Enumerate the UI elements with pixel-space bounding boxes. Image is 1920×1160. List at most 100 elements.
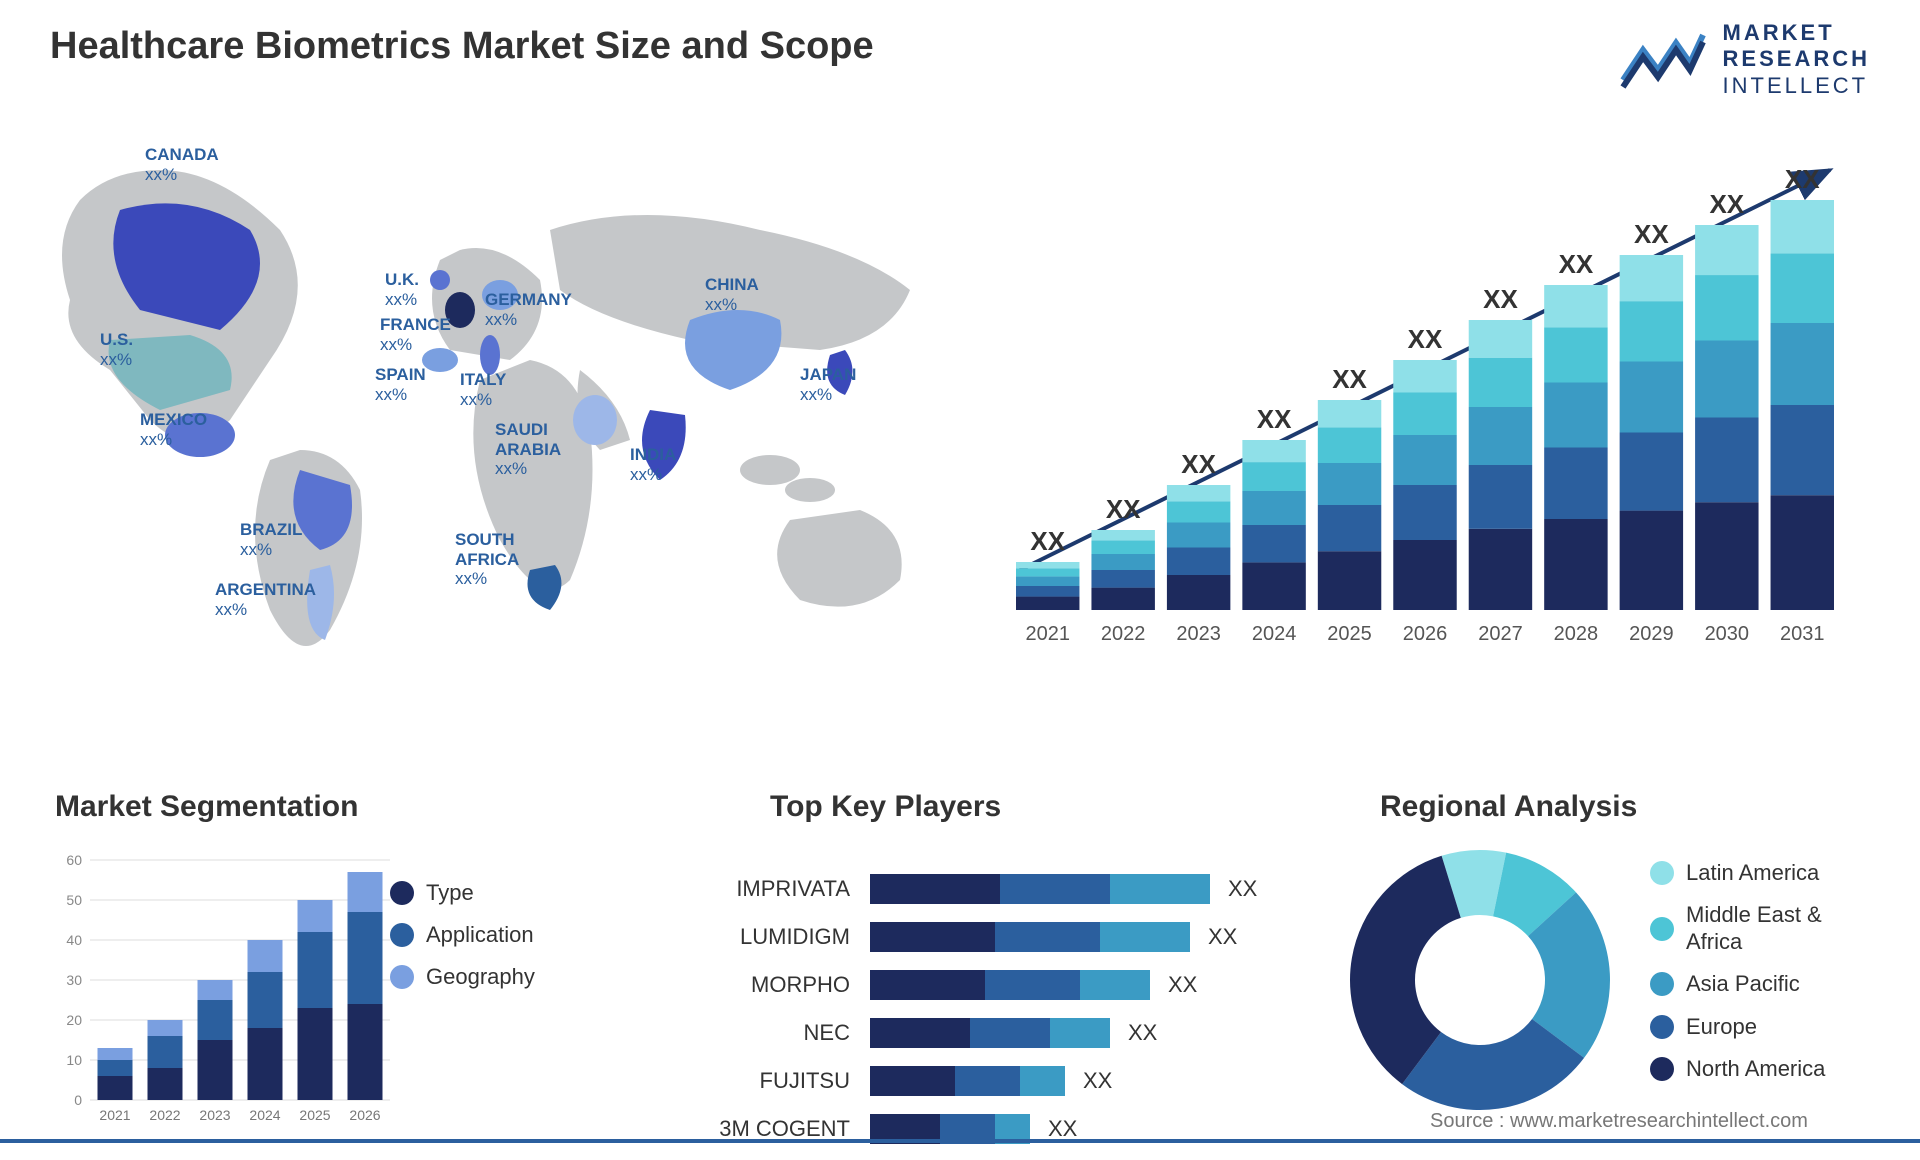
legend-swatch — [390, 923, 414, 947]
legend-label: Asia Pacific — [1686, 971, 1800, 997]
regional-donut — [1330, 840, 1630, 1140]
main-bar-seg — [1016, 597, 1079, 610]
regional-legend-item: Latin America — [1650, 860, 1825, 886]
main-bar-seg — [1016, 576, 1079, 586]
main-bar-category: 2028 — [1554, 623, 1599, 645]
seg-legend-item: Geography — [390, 964, 535, 990]
seg-legend-item: Application — [390, 922, 535, 948]
main-bar-seg — [1167, 548, 1230, 576]
player-label: FUJITSU — [760, 1068, 850, 1093]
player-bar-seg — [1100, 922, 1190, 952]
legend-label: North America — [1686, 1056, 1825, 1082]
legend-label: Geography — [426, 964, 535, 990]
legend-swatch — [390, 965, 414, 989]
main-bar-seg — [1620, 362, 1683, 433]
main-bar-value: XX — [1559, 249, 1594, 279]
segmentation-svg: 0102030405060202120222023202420252026 — [55, 850, 395, 1130]
player-bar-seg — [995, 922, 1100, 952]
seg-category: 2021 — [99, 1107, 130, 1123]
map-label-south-africa: SOUTHAFRICAxx% — [455, 530, 519, 589]
logo-line3: INTELLECT — [1723, 73, 1870, 99]
players-chart: IMPRIVATAXXLUMIDIGMXXMORPHOXXNECXXFUJITS… — [640, 855, 1300, 1155]
legend-swatch — [390, 881, 414, 905]
regional-legend-item: Europe — [1650, 1014, 1825, 1040]
player-label: NEC — [804, 1020, 851, 1045]
world-map: CANADAxx%U.S.xx%MEXICOxx%BRAZILxx%ARGENT… — [40, 140, 970, 670]
main-bar-category: 2026 — [1403, 623, 1448, 645]
main-bar-seg — [1318, 400, 1381, 427]
main-bar-category: 2029 — [1629, 623, 1674, 645]
seg-ytick: 50 — [66, 892, 82, 908]
main-bar-value: XX — [1181, 449, 1216, 479]
main-bar-category: 2031 — [1780, 623, 1825, 645]
map-label-u-s-: U.S.xx% — [100, 330, 133, 369]
seg-bar-seg — [98, 1060, 133, 1076]
main-bar-seg — [1393, 435, 1456, 485]
seg-bar-seg — [198, 980, 233, 1000]
main-bar-seg — [1242, 525, 1305, 562]
map-label-japan: JAPANxx% — [800, 365, 856, 404]
main-bar-seg — [1242, 462, 1305, 491]
players-title: Top Key Players — [770, 790, 1001, 824]
source-text: Source : www.marketresearchintellect.com — [1430, 1110, 1808, 1133]
map-label-germany: GERMANYxx% — [485, 290, 572, 329]
main-bar-value: XX — [1483, 284, 1518, 314]
regional-legend-item: Middle East &Africa — [1650, 902, 1825, 955]
legend-swatch — [1650, 917, 1674, 941]
seg-bar-seg — [298, 1008, 333, 1100]
main-bar-seg — [1016, 568, 1079, 576]
seg-ytick: 30 — [66, 972, 82, 988]
seg-bar-seg — [98, 1076, 133, 1100]
player-value: XX — [1208, 924, 1238, 949]
main-bar-seg — [1393, 360, 1456, 393]
main-bar-value: XX — [1030, 526, 1065, 556]
player-label: 3M COGENT — [719, 1116, 850, 1141]
map-label-france: FRANCExx% — [380, 315, 451, 354]
seg-bar-seg — [148, 1020, 183, 1036]
legend-swatch — [1650, 972, 1674, 996]
player-value: XX — [1128, 1020, 1158, 1045]
seg-bar-seg — [298, 932, 333, 1008]
player-bar-seg — [870, 874, 1000, 904]
main-bar-category: 2023 — [1176, 623, 1221, 645]
legend-swatch — [1650, 1057, 1674, 1081]
main-bar-seg — [1771, 495, 1834, 610]
legend-label: Middle East &Africa — [1686, 902, 1822, 955]
main-bar-seg — [1318, 427, 1381, 463]
map-label-argentina: ARGENTINAxx% — [215, 580, 316, 619]
map-label-mexico: MEXICOxx% — [140, 410, 207, 449]
main-bar-seg — [1620, 301, 1683, 361]
main-bar-seg — [1242, 562, 1305, 610]
brand-logo: MARKET RESEARCH INTELLECT — [1618, 20, 1870, 99]
main-bar-seg — [1167, 501, 1230, 522]
segmentation-chart: 0102030405060202120222023202420252026 — [55, 850, 395, 1130]
main-bar-seg — [1771, 323, 1834, 405]
legend-swatch — [1650, 861, 1674, 885]
main-bar-seg — [1091, 570, 1154, 588]
main-bar-seg — [1544, 285, 1607, 327]
seg-bar-seg — [148, 1036, 183, 1068]
main-bar-seg — [1771, 200, 1834, 253]
map-label-spain: SPAINxx% — [375, 365, 426, 404]
regional-legend: Latin America Middle East &Africa Asia Pac… — [1650, 860, 1825, 1098]
legend-swatch — [1650, 1015, 1674, 1039]
logo-text: MARKET RESEARCH INTELLECT — [1723, 20, 1870, 99]
legend-label: Type — [426, 880, 474, 906]
seg-bar-seg — [248, 972, 283, 1028]
main-bar-value: XX — [1106, 494, 1141, 524]
main-bar-value: XX — [1785, 164, 1820, 194]
seg-bar-seg — [348, 1004, 383, 1100]
map-label-canada: CANADAxx% — [145, 145, 219, 184]
map-label-u-k-: U.K.xx% — [385, 270, 419, 309]
seg-category: 2025 — [299, 1107, 330, 1123]
main-bar-category: 2030 — [1705, 623, 1750, 645]
seg-category: 2022 — [149, 1107, 180, 1123]
main-bar-value: XX — [1634, 219, 1669, 249]
player-value: XX — [1228, 876, 1258, 901]
main-bar-seg — [1544, 327, 1607, 382]
main-bar-seg — [1695, 418, 1758, 503]
player-bar-seg — [870, 922, 995, 952]
seg-ytick: 60 — [66, 852, 82, 868]
legend-label: Application — [426, 922, 534, 948]
map-label-china: CHINAxx% — [705, 275, 759, 314]
